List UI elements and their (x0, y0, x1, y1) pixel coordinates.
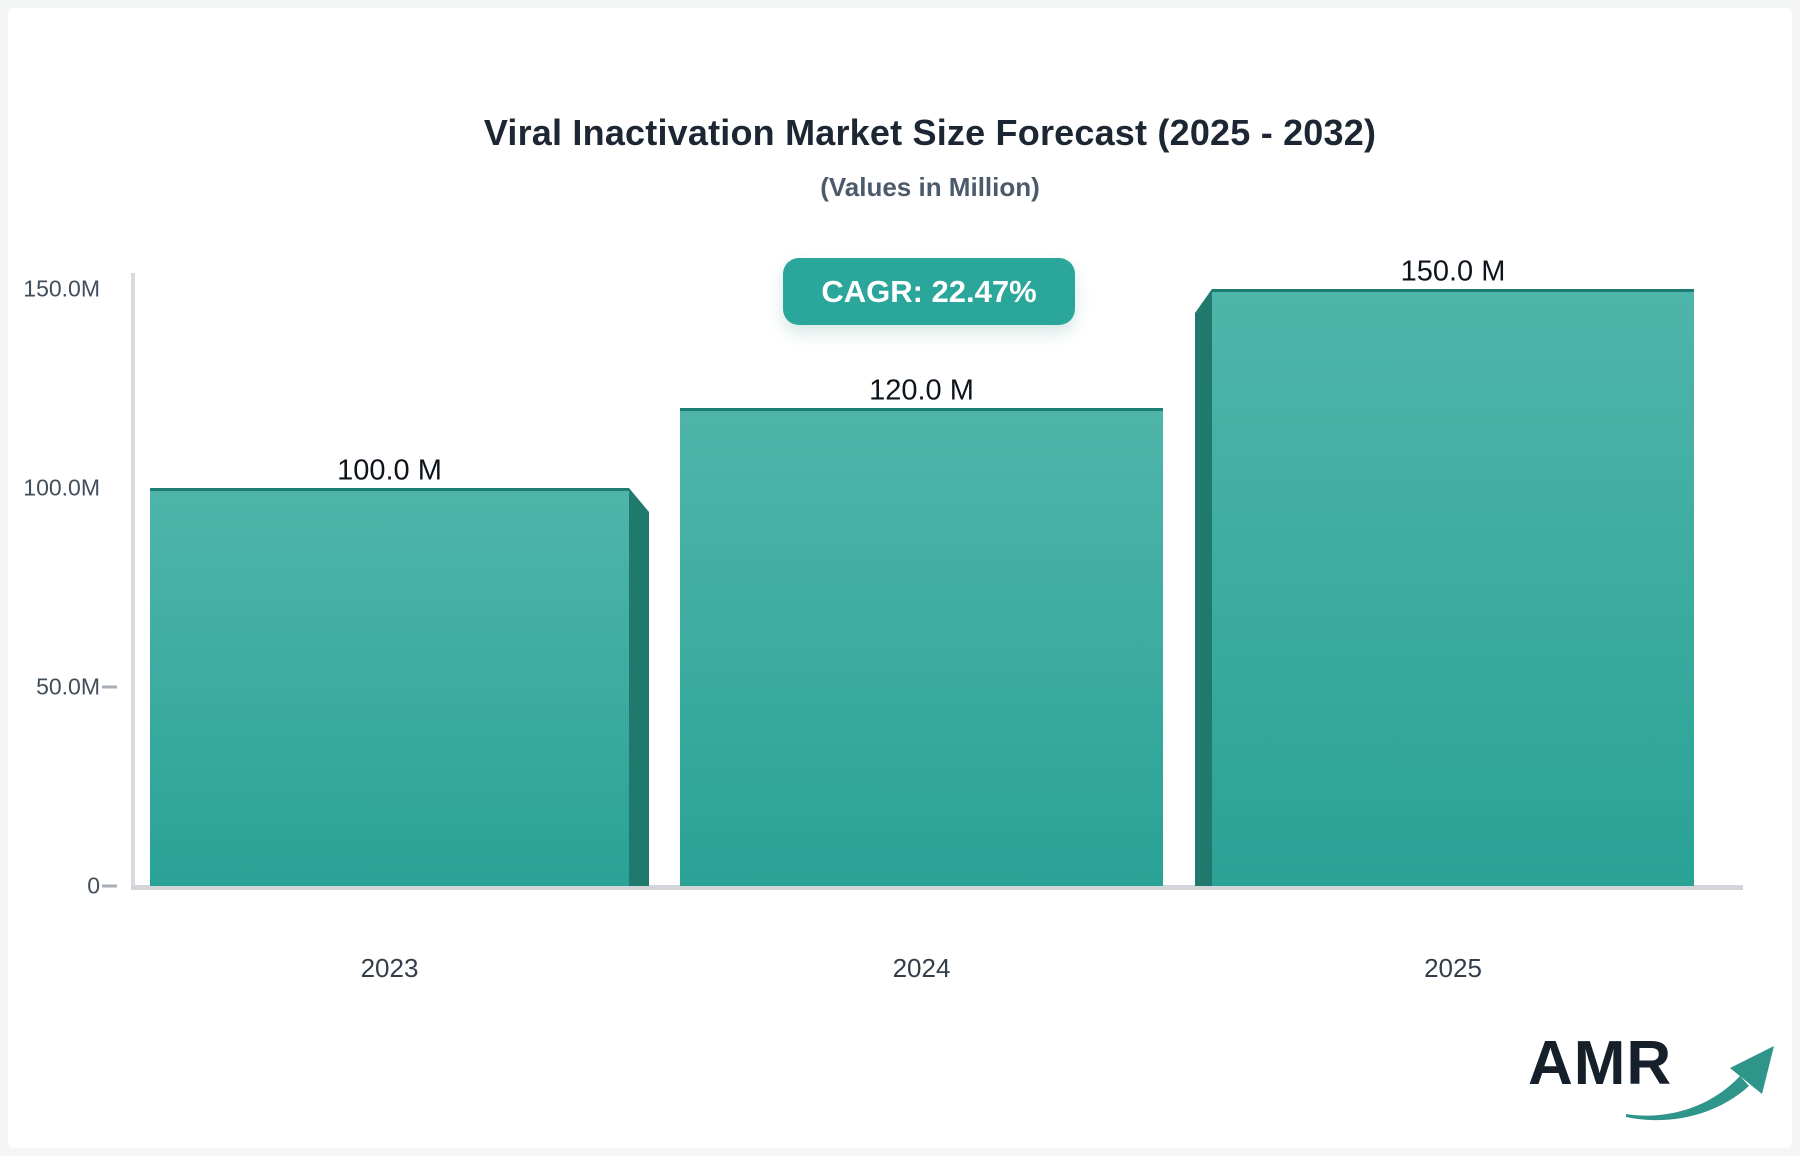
amr-logo: AMR (1510, 1022, 1780, 1122)
cagr-badge-label: CAGR: 22.47% (821, 273, 1037, 309)
y-axis-tick-label: 50.0M (36, 673, 100, 700)
y-axis-tick-mark (102, 685, 117, 689)
x-axis-category-label: 2023 (360, 953, 419, 983)
bar-side-face (1195, 289, 1212, 886)
y-axis-line (131, 273, 135, 889)
bar-2025 (1212, 289, 1694, 886)
x-axis-category-label: 2025 (1424, 953, 1482, 983)
y-axis-tick-label: 150.0M (23, 275, 100, 302)
chart-title: Viral Inactivation Market Size Forecast … (483, 112, 1377, 153)
y-axis-tick-mark (102, 884, 117, 888)
cagr-badge: CAGR: 22.47% (783, 258, 1075, 325)
bar-value-label: 150.0 M (1400, 255, 1506, 288)
bar-side-face (629, 488, 649, 886)
chart-subtitle: (Values in Million) (820, 172, 1040, 202)
y-axis-tick-label: 0 (87, 872, 100, 899)
x-axis-baseline (131, 885, 1743, 890)
y-axis-tick-label: 100.0M (23, 474, 100, 501)
bar-2024 (680, 408, 1163, 886)
bar-value-label: 100.0 M (337, 454, 442, 487)
bar-2023 (150, 488, 629, 886)
amr-logo-text: AMR (1528, 1029, 1673, 1098)
x-axis-category-label: 2024 (892, 953, 951, 983)
bar-value-label: 120.0 M (869, 374, 974, 407)
growth-arrow-icon (1626, 1046, 1774, 1121)
